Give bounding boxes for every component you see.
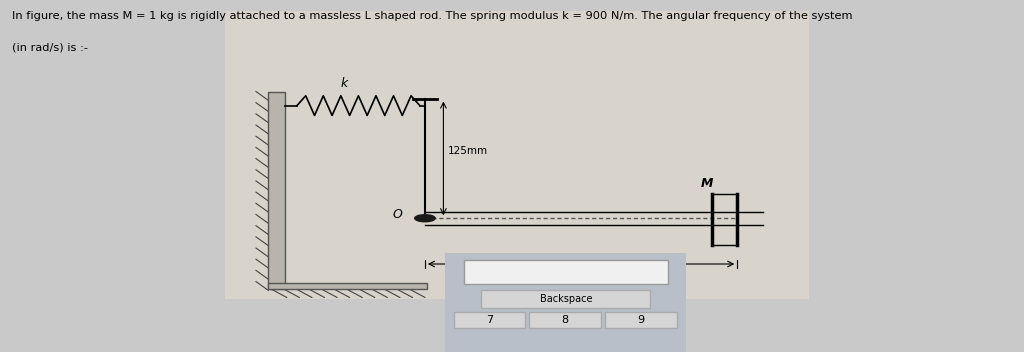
- Bar: [268, 283, 427, 289]
- Bar: [225, 11, 809, 299]
- Circle shape: [415, 215, 435, 222]
- Text: M: M: [700, 177, 713, 190]
- Bar: [481, 290, 650, 308]
- Text: Backspace: Backspace: [540, 294, 592, 304]
- Text: 8: 8: [562, 315, 568, 325]
- Text: In figure, the mass M = 1 kg is rigidly attached to a massless L shaped rod. The: In figure, the mass M = 1 kg is rigidly …: [12, 11, 853, 20]
- Text: O: O: [392, 208, 402, 221]
- Text: 7: 7: [486, 315, 493, 325]
- Text: k: k: [341, 77, 348, 90]
- Text: (in rad/s) is :-: (in rad/s) is :-: [12, 42, 88, 52]
- Text: 125mm: 125mm: [447, 146, 487, 156]
- Bar: [454, 312, 525, 328]
- Bar: [445, 253, 686, 352]
- Bar: [464, 260, 668, 284]
- Bar: [605, 312, 677, 328]
- Bar: [268, 92, 285, 289]
- Bar: [529, 312, 601, 328]
- Text: 9: 9: [638, 315, 644, 325]
- Text: 375mm: 375mm: [561, 270, 601, 280]
